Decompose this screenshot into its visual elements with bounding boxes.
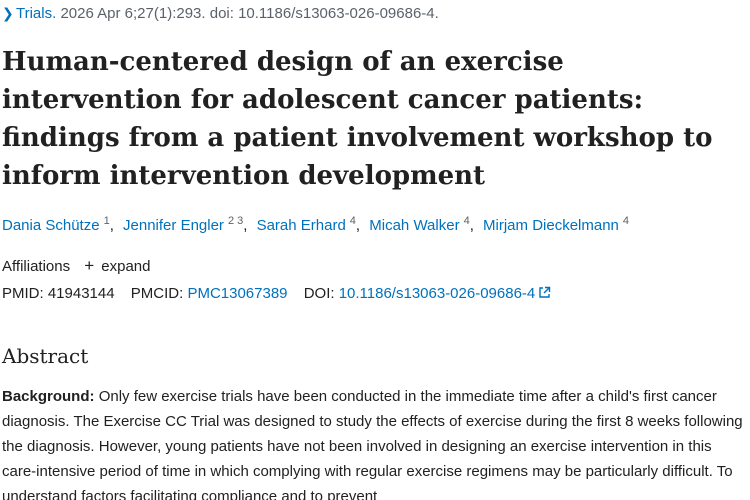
author-list: Dania Schütze 1, Jennifer Engler 2 3, Sara…	[2, 216, 629, 236]
doi-group: DOI: 10.1186/s13063-026-09686-4	[304, 285, 552, 302]
journal-name[interactable]: Trials	[16, 5, 53, 22]
author-affiliation-ref[interactable]: 4	[349, 215, 356, 227]
author-link[interactable]: Sarah Erhard	[256, 217, 346, 234]
journal-link[interactable]: Trials.	[16, 5, 57, 22]
pmid-label: PMID:	[2, 285, 44, 302]
author-separator: ,	[109, 217, 114, 234]
author-affiliation-ref[interactable]: 1	[103, 215, 110, 227]
chevron-right-icon[interactable]: ❯	[2, 5, 14, 21]
pmid-group: PMID: 41943144	[2, 285, 115, 302]
author-link[interactable]: Dania Schütze	[2, 217, 100, 234]
affiliations-label: Affiliations	[2, 258, 71, 275]
author-link[interactable]: Micah Walker	[369, 217, 460, 234]
citation-details: 2026 Apr 6;27(1):293. doi: 10.1186/s1306…	[60, 5, 439, 22]
expand-label: expand	[101, 258, 151, 275]
abstract-heading: Abstract	[2, 344, 89, 368]
author-affiliation-ref[interactable]: 4	[622, 215, 630, 227]
background-text: Only few exercise trials have been condu…	[2, 388, 743, 500]
doi-label: DOI:	[303, 285, 335, 302]
pmcid-link[interactable]: PMC13067389	[187, 285, 288, 302]
background-label: Background:	[2, 388, 95, 405]
author-affiliation-ref[interactable]: 4	[463, 215, 470, 227]
author-separator: ,	[469, 217, 474, 234]
external-link-icon	[539, 286, 551, 298]
article-title: Human-centered design of an exercise int…	[2, 47, 713, 191]
author-link[interactable]: Jennifer Engler	[123, 217, 224, 234]
plus-icon: +	[84, 256, 95, 275]
author-separator: ,	[355, 217, 361, 234]
pmid-value: 41943144	[47, 285, 115, 302]
pmcid-label: PMCID:	[130, 285, 184, 302]
expand-affiliations-button[interactable]: + expand	[84, 256, 151, 275]
citation-line: ❯ Trials. 2026 Apr 6;27(1):293. doi: 10.1…	[2, 4, 439, 23]
abstract-background: Background: Only few exercise trials hav…	[2, 384, 744, 500]
pmcid-group: PMCID: PMC13067389	[131, 285, 288, 302]
author-link[interactable]: Mirjam Dieckelmann	[483, 217, 619, 234]
doi-value[interactable]: 10.1186/s13063-026-09686-4	[338, 285, 536, 302]
affiliations-row: Affiliations + expand	[2, 256, 150, 277]
author-affiliation-ref[interactable]: 2 3	[227, 215, 244, 227]
identifiers-row: PMID: 41943144 PMCID: PMC13067389 DOI: 1…	[2, 284, 563, 304]
doi-link[interactable]: 10.1186/s13063-026-09686-4	[339, 285, 552, 302]
author-separator: ,	[243, 217, 248, 234]
